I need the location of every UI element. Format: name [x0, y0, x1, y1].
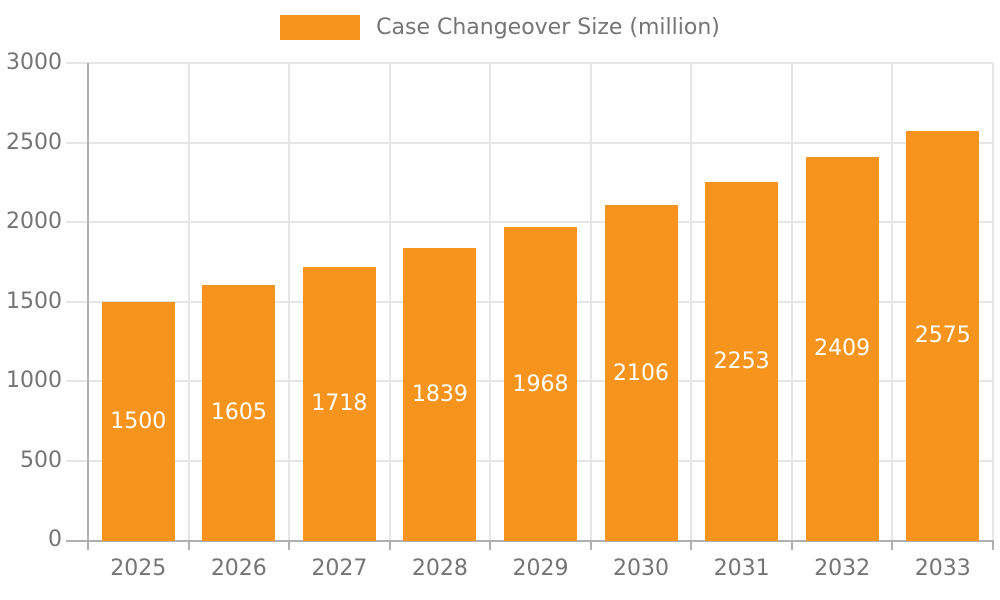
- x-tick: [87, 540, 89, 550]
- h-gridline: [66, 62, 993, 64]
- h-gridline: [66, 141, 993, 144]
- x-tick-label: 2028: [411, 556, 468, 581]
- x-tick: [992, 540, 994, 550]
- bar-2026[interactable]: 1605: [202, 284, 276, 541]
- bar-value-label: 1500: [110, 408, 167, 434]
- bar-value-label: 2253: [713, 348, 770, 374]
- x-tick-label: 2029: [512, 556, 569, 581]
- v-gridline: [589, 63, 592, 540]
- y-tick-label: 500: [20, 447, 62, 473]
- y-tick-label: 1500: [6, 288, 62, 314]
- v-gridline: [891, 63, 894, 540]
- bar-value-label: 2106: [613, 360, 670, 386]
- bar-2033[interactable]: 2575: [906, 130, 980, 541]
- y-tick-label: 1000: [6, 368, 62, 393]
- bar-2027[interactable]: 1718: [302, 266, 376, 541]
- x-tick: [589, 540, 592, 550]
- x-tick-label: 2025: [110, 556, 167, 581]
- y-tick-label: 2000: [6, 209, 62, 234]
- x-tick: [187, 540, 190, 550]
- v-gridline: [790, 63, 793, 540]
- x-axis-line: [66, 540, 993, 542]
- x-tick: [489, 540, 492, 550]
- x-tick-label: 2032: [814, 556, 871, 581]
- bar-2031[interactable]: 2253: [705, 181, 779, 541]
- legend-label: Case Changeover Size (million): [376, 15, 720, 40]
- y-tick-label: 2500: [6, 129, 62, 155]
- bar-2028[interactable]: 1839: [403, 247, 477, 541]
- bar-value-label: 1968: [512, 371, 569, 397]
- v-gridline: [690, 63, 693, 540]
- bar-value-label: 2409: [814, 336, 871, 362]
- bar-value-label: 1605: [210, 400, 267, 426]
- x-tick-label: 2033: [914, 556, 971, 581]
- v-gridline: [187, 63, 190, 540]
- v-gridline: [489, 63, 492, 540]
- v-gridline: [388, 63, 391, 540]
- y-tick-label: 0: [48, 527, 62, 552]
- bar-value-label: 2575: [914, 323, 971, 349]
- bar-2032[interactable]: 2409: [805, 156, 879, 541]
- bar-2025[interactable]: 1500: [101, 301, 175, 541]
- bar-2029[interactable]: 1968: [504, 227, 577, 541]
- x-tick-label: 2027: [311, 556, 368, 581]
- y-tick-label: 3000: [6, 50, 62, 75]
- legend-swatch: [280, 15, 361, 40]
- x-tick-label: 2030: [613, 556, 670, 581]
- x-tick: [288, 540, 291, 550]
- x-tick-label: 2031: [713, 556, 770, 581]
- bar-2030[interactable]: 2106: [604, 205, 678, 541]
- x-tick: [790, 540, 793, 550]
- h-gridline: [66, 221, 993, 223]
- y-axis-line: [87, 63, 89, 540]
- v-gridline: [288, 63, 291, 540]
- v-gridline: [992, 63, 994, 540]
- x-tick: [388, 540, 391, 550]
- bar-value-label: 1839: [411, 381, 468, 407]
- x-tick: [891, 540, 894, 550]
- x-tick: [690, 540, 693, 550]
- x-tick-label: 2026: [210, 556, 267, 581]
- bar-value-label: 1718: [311, 391, 368, 417]
- legend[interactable]: Case Changeover Size (million): [0, 15, 1000, 40]
